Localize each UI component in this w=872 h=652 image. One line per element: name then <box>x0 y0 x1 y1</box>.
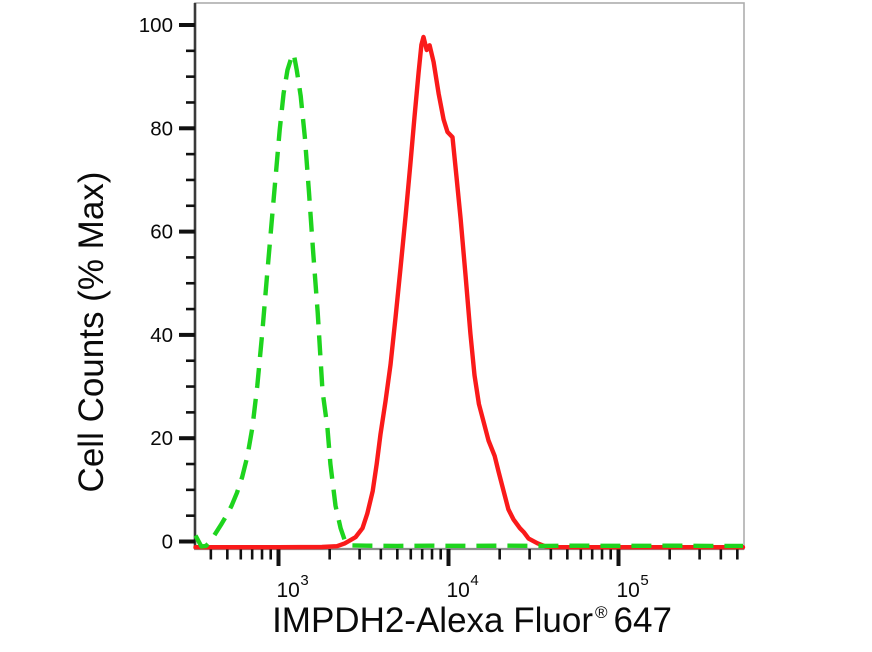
x-tick-label-base: 10 <box>277 579 300 602</box>
y-tick-label: 20 <box>150 427 173 450</box>
x-tick-label: 104 <box>447 572 479 602</box>
y-tick-label: 0 <box>162 531 173 554</box>
x-axis-tick-labels: 103 104 105 <box>277 572 649 602</box>
y-tick-label: 60 <box>150 221 173 244</box>
histogram-curves <box>193 34 746 550</box>
x-tick-label-exponent: 4 <box>470 572 478 589</box>
x-tick-label: 103 <box>277 572 309 602</box>
x-tick-label: 105 <box>617 572 649 602</box>
x-tick-label-base: 10 <box>617 579 640 602</box>
red-solid-sample-curve <box>193 34 746 550</box>
y-tick-label: 80 <box>150 117 173 140</box>
plot-frame <box>194 2 745 550</box>
x-tick-label-exponent: 3 <box>300 572 308 589</box>
y-tick-label: 100 <box>139 14 173 37</box>
x-axis-title-prefix: IMPDH2-Alexa Fluor <box>272 601 593 640</box>
y-tick-label: 40 <box>150 324 173 347</box>
y-axis-ticks <box>179 23 195 544</box>
x-axis-title: IMPDH2-Alexa Fluor ® 647 <box>272 601 672 640</box>
registered-trademark-symbol: ® <box>595 603 608 622</box>
x-tick-label-exponent: 5 <box>640 572 648 589</box>
x-axis-ticks <box>209 549 739 566</box>
green-dashed-control-curve <box>193 51 743 549</box>
y-axis-title: Cell Counts (% Max) <box>72 172 111 493</box>
x-tick-label-base: 10 <box>447 579 470 602</box>
y-axis-tick-labels: 0 20 40 60 80 100 <box>139 14 173 554</box>
x-axis-title-suffix: 647 <box>614 601 672 640</box>
